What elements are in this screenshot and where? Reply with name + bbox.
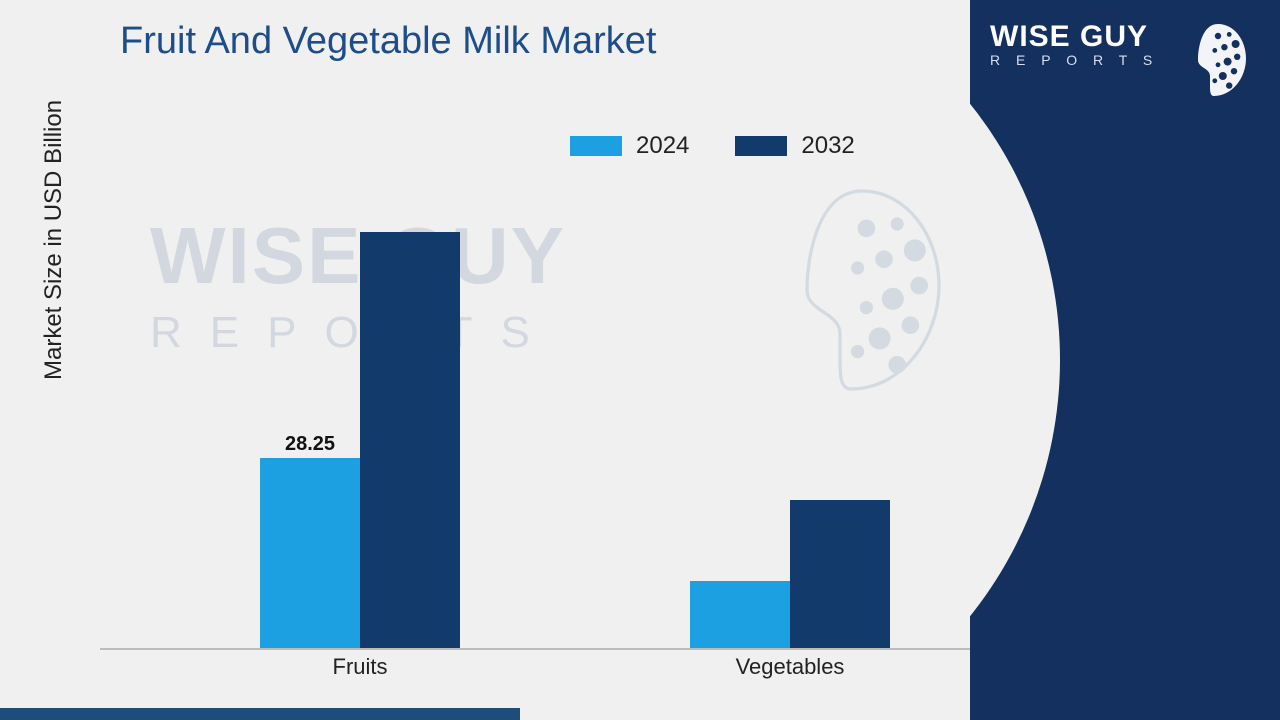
legend-label-2032: 2032 [801, 132, 854, 160]
bar-group: 28.25Fruits [260, 232, 460, 648]
y-axis-label: Market Size in USD Billion [40, 100, 68, 380]
bar-value-label: 28.25 [285, 433, 335, 456]
legend-item-2024: 2024 [570, 132, 689, 160]
bar-column: 28.25 [260, 433, 360, 648]
legend-item-2032: 2032 [735, 132, 854, 160]
bar-column [790, 500, 890, 648]
stage: Fruit And Vegetable Milk Market WISE GUY… [0, 0, 1280, 720]
plot-area: 28.25Fruits Vegetables [100, 180, 970, 650]
category-label: Vegetables [690, 654, 890, 680]
legend: 2024 2032 [570, 132, 855, 160]
category-label: Fruits [260, 654, 460, 680]
legend-label-2024: 2024 [636, 132, 689, 160]
legend-swatch-2024 [570, 136, 622, 156]
bar [790, 500, 890, 648]
bar [260, 458, 360, 648]
bar [690, 581, 790, 648]
bar-column [360, 232, 460, 648]
bottom-accent-bar [0, 708, 520, 720]
x-axis-baseline [100, 648, 970, 650]
legend-swatch-2032 [735, 136, 787, 156]
bar-column [690, 581, 790, 648]
chart-title: Fruit And Vegetable Milk Market [120, 20, 656, 63]
bar-group: Vegetables [690, 500, 890, 648]
brand-logo: WISE GUY R E P O R T S [990, 20, 1250, 68]
brand-head-icon [1170, 20, 1250, 100]
bar [360, 232, 460, 648]
